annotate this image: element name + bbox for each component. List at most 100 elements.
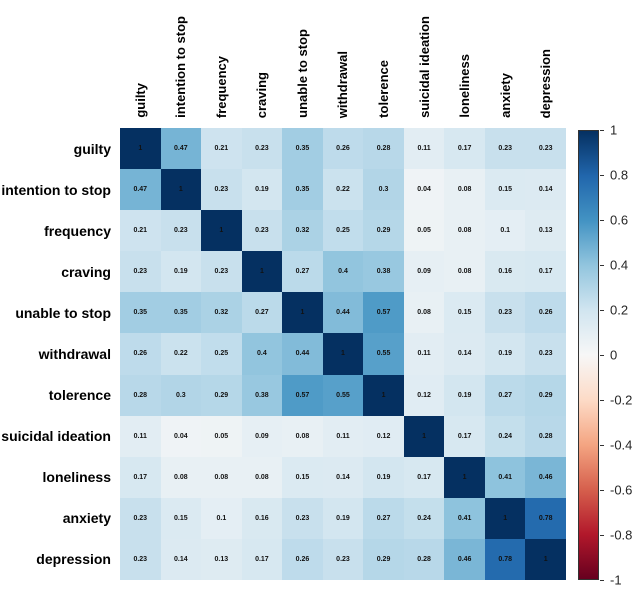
heatmap-cell: 0.23: [120, 538, 161, 580]
colorbar-tick-label: 1: [610, 122, 618, 138]
heatmap-cell: 0.27: [484, 374, 526, 416]
colorbar-tick-mark: [600, 355, 604, 356]
heatmap-cell: 0.35: [120, 292, 161, 334]
heatmap-cell: 0.17: [525, 251, 566, 293]
heatmap-cell: 0.14: [525, 169, 566, 211]
colorbar-tick-mark: [600, 265, 604, 266]
heatmap-cell: 0.13: [201, 538, 242, 580]
row-label-intention-to-stop: intention to stop: [1, 181, 111, 198]
heatmap-cell: 0.47: [120, 169, 161, 211]
heatmap-cell: 0.27: [282, 251, 323, 293]
colorbar-tick-mark: [600, 580, 604, 581]
heatmap-cell: 0.29: [363, 210, 404, 252]
heatmap-cell: 0.55: [322, 374, 364, 416]
heatmap-cell: 0.05: [403, 210, 445, 252]
heatmap-cell: 0.09: [241, 415, 283, 457]
heatmap-cell: 0.28: [120, 374, 161, 416]
row-label-anxiety: anxiety: [62, 510, 111, 527]
heatmap-cell: 0.78: [525, 497, 566, 539]
heatmap-cell: 0.46: [525, 456, 566, 498]
heatmap-cell: 0.17: [241, 538, 283, 580]
row-label-loneliness: loneliness: [42, 469, 111, 486]
heatmap-cell: 0.08: [444, 169, 485, 211]
row-label-frequency: frequency: [44, 222, 111, 239]
colorbar-tick-label: -0.8: [610, 527, 633, 543]
heatmap-cell: 0.1: [201, 497, 242, 539]
heatmap-cell: 1: [120, 128, 161, 170]
heatmap-cell: 0.17: [444, 415, 485, 457]
column-labels: guilty intention to stop frequency craving u…: [120, 0, 566, 124]
heatmap-cell: 0.44: [322, 292, 364, 334]
heatmap-cell: 0.24: [484, 415, 526, 457]
heatmap-cell: 0.19: [484, 333, 526, 375]
heatmap-cell: 0.11: [120, 415, 161, 457]
colorbar-tick-mark: [600, 490, 604, 491]
heatmap-cell: 0.78: [484, 538, 526, 580]
column-label-withdrawal: withdrawal: [335, 50, 351, 118]
heatmap-cell: 0.32: [201, 292, 242, 334]
heatmap-cell: 0.44: [282, 333, 323, 375]
heatmap-cell: 0.28: [403, 538, 445, 580]
heatmap-cell: 0.23: [201, 169, 242, 211]
heatmap-cell: 0.25: [322, 210, 364, 252]
heatmap-cell: 0.14: [160, 538, 202, 580]
heatmap-cell: 0.38: [241, 374, 283, 416]
heatmap-cell: 0.23: [241, 210, 283, 252]
heatmap-cell: 1: [444, 456, 485, 498]
column-label-loneliness: loneliness: [457, 54, 473, 118]
colorbar-tick-mark: [600, 445, 604, 446]
heatmap-cell: 0.57: [363, 292, 404, 334]
colorbar-tick-label: -0.4: [610, 437, 633, 453]
heatmap-cell: 0.04: [160, 415, 202, 457]
heatmap-cell: 0.38: [363, 251, 404, 293]
heatmap-cell: 0.23: [484, 292, 526, 334]
heatmap-cell: 0.27: [363, 497, 404, 539]
row-label-tolerence: tolerence: [48, 387, 111, 404]
heatmap-cell: 0.26: [282, 538, 323, 580]
heatmap-cell: 0.15: [282, 456, 323, 498]
heatmap-cell: 0.22: [322, 169, 364, 211]
heatmap-cell: 0.23: [241, 128, 283, 170]
heatmap-cell: 0.19: [241, 169, 283, 211]
heatmap-cell: 0.19: [160, 251, 202, 293]
heatmap-cell: 1: [160, 169, 202, 211]
heatmap-cell: 1: [403, 415, 445, 457]
heatmap-cell: 0.19: [363, 456, 404, 498]
heatmap-cell: 0.23: [484, 128, 526, 170]
heatmap-cell: 0.08: [403, 292, 445, 334]
heatmap-cell: 0.21: [201, 128, 242, 170]
heatmap-cell: 0.35: [160, 292, 202, 334]
heatmap-cell: 0.23: [201, 251, 242, 293]
heatmap-cell: 0.16: [484, 251, 526, 293]
heatmap-cell: 0.23: [322, 538, 364, 580]
heatmap-cell: 0.41: [484, 456, 526, 498]
heatmap-cell: 0.17: [120, 456, 161, 498]
heatmap-cell: 0.26: [120, 333, 161, 375]
row-labels: guilty intention to stop frequency craving u…: [0, 128, 118, 580]
heatmap-cell: 0.19: [444, 374, 485, 416]
colorbar-tick-label: -0.6: [610, 482, 633, 498]
heatmap-cell: 0.4: [322, 251, 364, 293]
heatmap-cell: 0.3: [160, 374, 202, 416]
row-label-depression: depression: [36, 551, 111, 568]
heatmap-cell: 1: [201, 210, 242, 252]
colorbar-tick-label: 0.6: [610, 212, 629, 228]
column-label-anxiety: anxiety: [497, 73, 513, 118]
heatmap-cell: 0.22: [160, 333, 202, 375]
heatmap-cell: 0.15: [444, 292, 485, 334]
heatmap-cell: 0.04: [403, 169, 445, 211]
row-label-unable-to-stop: unable to stop: [15, 304, 111, 321]
heatmap-cell: 0.08: [444, 210, 485, 252]
colorbar-tick-label: 0.2: [610, 302, 629, 318]
heatmap-cell: 1: [282, 292, 323, 334]
heatmap-cell: 0.11: [322, 415, 364, 457]
row-label-withdrawal: withdrawal: [38, 345, 111, 362]
heatmap-cell: 0.4: [241, 333, 283, 375]
column-label-unable-to-stop: unable to stop: [294, 29, 310, 118]
heatmap-cell: 0.23: [120, 497, 161, 539]
heatmap-cell: 0.35: [282, 169, 323, 211]
colorbar-tick-mark: [600, 400, 604, 401]
colorbar-tick-mark: [600, 310, 604, 311]
colorbar-gradient: [578, 130, 599, 580]
